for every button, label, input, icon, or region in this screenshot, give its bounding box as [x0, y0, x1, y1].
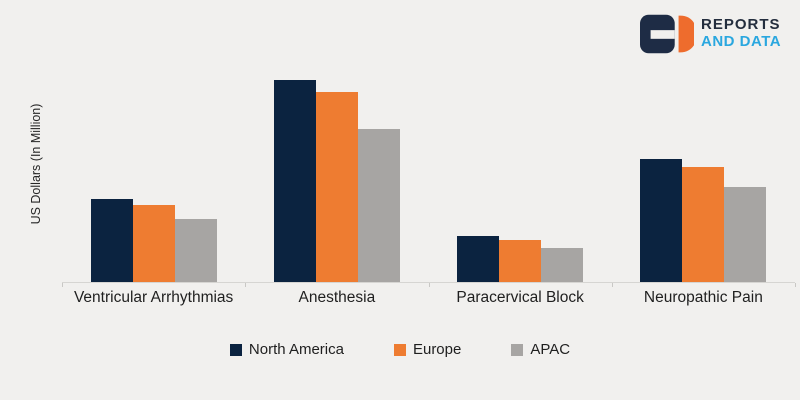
bar-group-neuropathic-pain — [612, 70, 795, 282]
bar-north-america-ventricular-arrhythmias — [90, 199, 133, 282]
x-axis-labels: Ventricular Arrhythmias Anesthesia Paracer… — [62, 289, 795, 307]
x-axis-label-neuropathic-pain: Neuropathic Pain — [643, 289, 763, 306]
legend-swatch-apac — [511, 343, 524, 356]
bar-north-america-neuropathic-pain — [640, 159, 683, 282]
plot-area — [62, 70, 796, 287]
x-axis-tick — [795, 283, 796, 287]
rd-monogram-icon — [640, 14, 694, 54]
logo-line2: AND DATA — [701, 33, 782, 50]
legend-item-apac: APAC — [511, 341, 570, 358]
legend-swatch-north-america — [229, 343, 242, 356]
bar-europe-ventricular-arrhythmias — [132, 205, 175, 282]
logo-wordmark: REPORTS AND DATA — [701, 16, 782, 51]
legend-label-europe: Europe — [412, 341, 462, 358]
bar-group-anesthesia — [245, 70, 428, 282]
x-axis-tick — [62, 283, 63, 287]
bar-group-paracervical-block — [429, 70, 612, 282]
legend-swatch-europe — [393, 343, 406, 356]
bar-europe-paracervical-block — [499, 240, 542, 282]
bar-apac-ventricular-arrhythmias — [174, 219, 217, 282]
x-axis-tick — [611, 283, 613, 287]
bar-north-america-anesthesia — [273, 80, 316, 282]
legend-item-north-america: North America — [229, 341, 344, 358]
legend: North America Europe APAC — [0, 341, 800, 358]
reports-and-data-logo: REPORTS AND DATA — [640, 14, 781, 54]
y-axis-label: US Dollars (In Million) — [29, 103, 43, 225]
bar-apac-paracervical-block — [541, 248, 584, 282]
x-axis-tick — [428, 283, 430, 287]
bar-apac-neuropathic-pain — [724, 187, 767, 282]
x-axis-label-ventricular-arrhythmias: Ventricular Arrhythmias — [73, 289, 234, 306]
bar-europe-neuropathic-pain — [682, 167, 725, 282]
bar-group-ventricular-arrhythmias — [62, 70, 245, 282]
x-axis-label-paracervical-block: Paracervical Block — [456, 289, 584, 306]
x-axis-tick — [245, 283, 247, 287]
legend-label-apac: APAC — [530, 341, 571, 358]
legend-label-north-america: North America — [248, 341, 344, 358]
bar-europe-anesthesia — [315, 92, 358, 282]
bar-apac-anesthesia — [357, 129, 400, 282]
legend-item-europe: Europe — [393, 341, 462, 358]
logo-line1: REPORTS — [701, 16, 781, 34]
x-axis-label-anesthesia: Anesthesia — [298, 289, 376, 306]
bar-north-america-paracervical-block — [457, 236, 500, 282]
